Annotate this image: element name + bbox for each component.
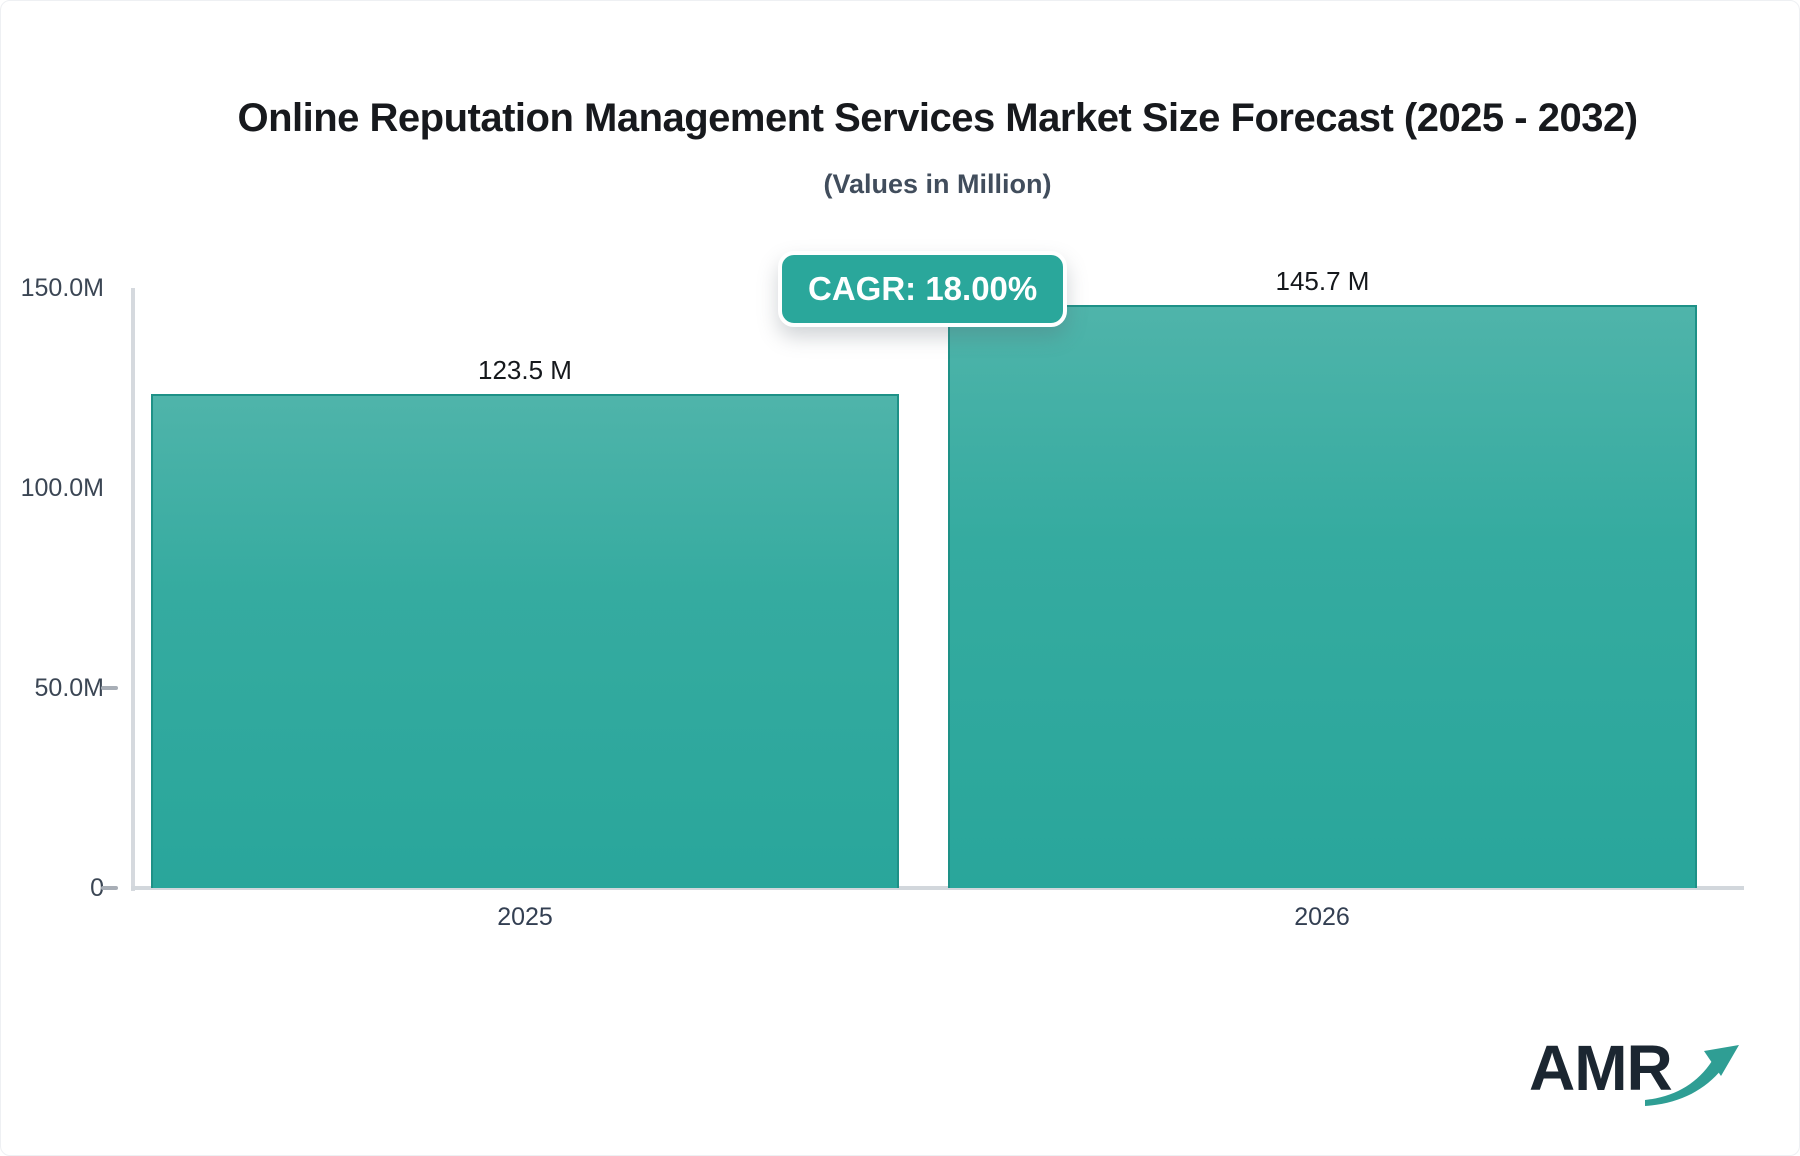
x-tick-label-2026: 2026 <box>1294 903 1350 931</box>
chart-title: Online Reputation Management Services Ma… <box>237 96 1638 140</box>
bar-value-label-2025: 123.5 M <box>478 355 572 385</box>
bar-2026[interactable] <box>948 305 1697 888</box>
chart-subtitle: (Values in Million) <box>823 169 1052 199</box>
bar-value-label-2026: 145.7 M <box>1275 266 1370 296</box>
growth-arrow-icon <box>1645 1045 1739 1106</box>
bars-layer: 123.5 M 145.7 M <box>131 266 1744 888</box>
y-tick-label-100.0M: 100.0M <box>20 474 104 502</box>
y-tick-label-0: 0 <box>90 874 104 902</box>
x-tick-label-2025: 2025 <box>497 903 553 931</box>
y-tick-label-50.0M: 50.0M <box>34 674 104 702</box>
amr-logo-text: AMR <box>1529 1032 1673 1104</box>
y-axis-line <box>131 288 135 891</box>
y-tick-mark-0 <box>101 886 118 890</box>
cagr-badge-label: CAGR: 18.00% <box>808 270 1038 307</box>
y-tick-label-150.0M: 150.0M <box>20 274 104 302</box>
amr-logo: AMR <box>1529 1031 1769 1121</box>
bar-2025[interactable] <box>151 394 899 888</box>
y-tick-mark-50.0M <box>101 686 118 690</box>
x-axis-line <box>131 886 1744 890</box>
cagr-badge: CAGR: 18.00% <box>778 251 1068 327</box>
